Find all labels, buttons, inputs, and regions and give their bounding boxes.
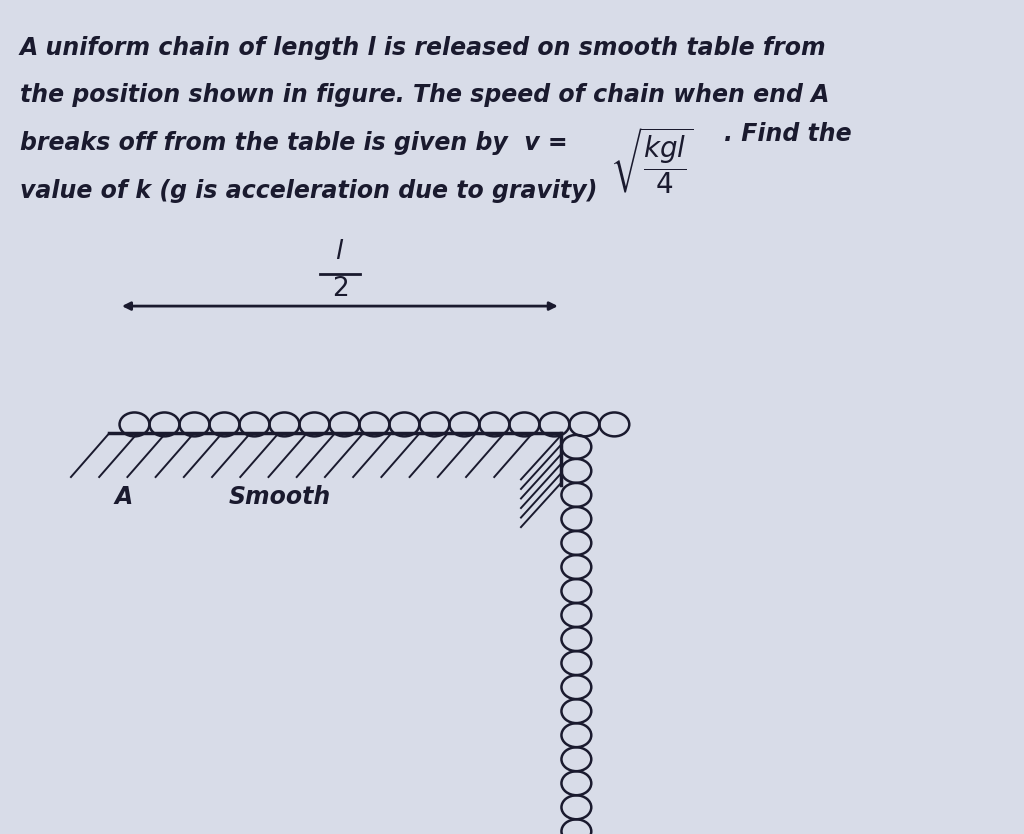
Text: $2$: $2$: [332, 276, 348, 302]
Text: $\sqrt{\dfrac{kgl}{4}}$: $\sqrt{\dfrac{kgl}{4}}$: [610, 126, 693, 196]
Text: breaks off from the table is given by  v =: breaks off from the table is given by v …: [19, 131, 575, 155]
Text: A uniform chain of length l is released on smooth table from: A uniform chain of length l is released …: [19, 36, 826, 60]
Text: $l$: $l$: [335, 239, 344, 264]
Text: A: A: [115, 485, 133, 509]
Text: Smooth: Smooth: [228, 485, 331, 509]
Text: the position shown in figure. The speed of chain when end A: the position shown in figure. The speed …: [19, 83, 829, 108]
Text: value of k (g is acceleration due to gravity): value of k (g is acceleration due to gra…: [19, 178, 597, 203]
Text: . Find the: . Find the: [724, 122, 852, 146]
